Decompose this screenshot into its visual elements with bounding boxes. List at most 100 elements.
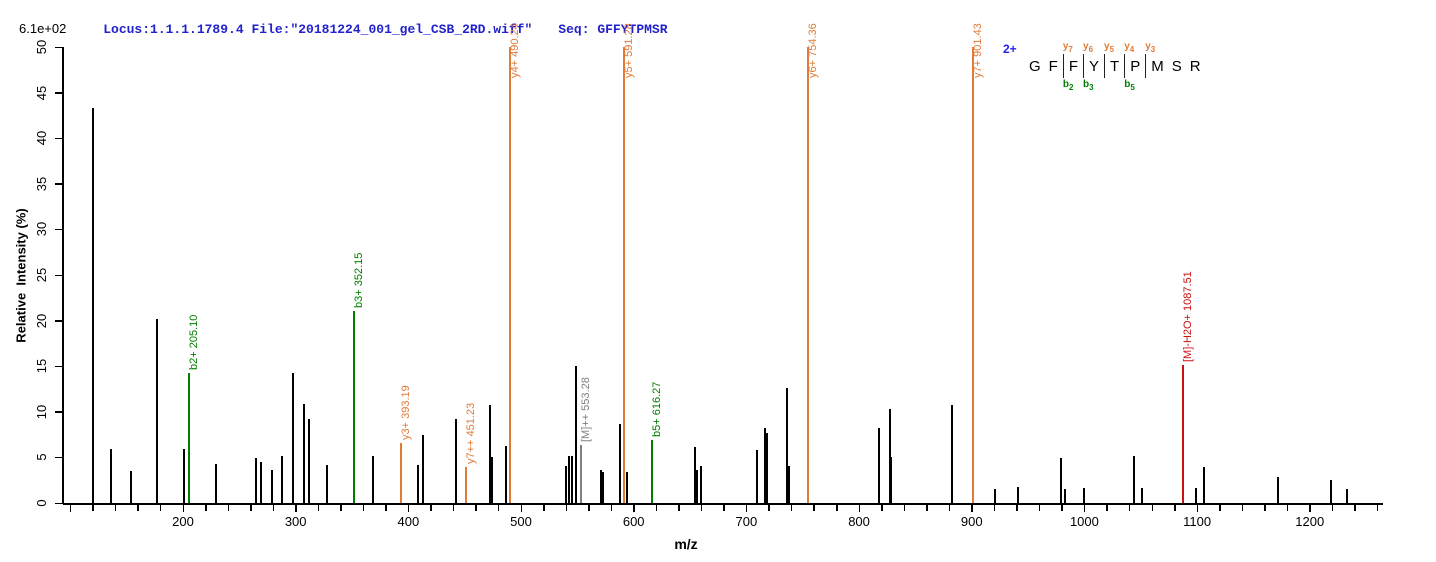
x-axis-tick-label: 200 — [172, 514, 194, 529]
x-axis-minor-tick — [1354, 504, 1356, 511]
x-axis-major-tick — [633, 504, 635, 512]
ion-peak-label: [M]-H2O+ 1087.51 — [1182, 271, 1194, 363]
x-axis-minor-tick — [227, 504, 230, 511]
peak-line — [601, 471, 604, 503]
residue-letter: R — [1189, 57, 1201, 75]
peak-line — [254, 458, 257, 503]
peak-line — [271, 470, 273, 503]
y-axis-tick — [55, 456, 63, 459]
x-axis-minor-tick — [362, 504, 365, 511]
peak-line — [259, 461, 262, 503]
x-axis-minor-tick — [1219, 504, 1221, 511]
peak-line — [1063, 489, 1066, 503]
residue-letter: F — [1048, 57, 1058, 75]
x-axis-tick-label: 400 — [397, 514, 420, 529]
peak-line — [371, 456, 374, 503]
ion-peak-line — [399, 442, 402, 503]
x-axis-minor-tick — [836, 504, 838, 511]
y-axis-tick — [55, 274, 63, 276]
x-axis-minor-tick — [543, 504, 545, 511]
peak-line — [568, 456, 571, 503]
ion-peak-line — [187, 373, 190, 503]
peak-line — [1194, 488, 1197, 503]
x-axis-minor-tick — [1061, 504, 1063, 511]
x-axis-minor-tick — [903, 504, 906, 511]
x-axis-minor-tick — [655, 504, 658, 511]
x-axis-minor-tick — [881, 504, 883, 511]
x-axis-major-tick — [407, 504, 410, 512]
x-axis-minor-tick — [385, 504, 387, 511]
x-axis-major-tick — [858, 504, 861, 512]
spectrum-header: Locus:1.1.1.1789.4 File:"20181224_001_ge… — [72, 7, 668, 52]
y-ion-mark-label: y3 — [1145, 41, 1156, 54]
x-axis-tick-label: 1100 — [1183, 514, 1212, 529]
ion-peak-line — [509, 47, 512, 503]
ion-peak-label: y4+ 490.24 — [509, 23, 522, 78]
peak-line — [619, 423, 622, 503]
y-axis-tick-label: 20 — [34, 313, 49, 328]
peak-line — [130, 471, 133, 503]
x-axis-title: m/z — [674, 536, 698, 552]
peak-line — [877, 428, 880, 503]
residue-letter: T — [1110, 57, 1120, 75]
x-axis-minor-tick — [678, 504, 680, 511]
y-axis-tick — [55, 411, 63, 413]
ion-peak-label: b2+ 205.10 — [187, 315, 200, 371]
peak-line — [599, 470, 602, 503]
ion-peak-line — [353, 310, 356, 503]
y-axis-tick-label: 45 — [34, 85, 49, 100]
ion-peak-line — [1182, 365, 1184, 503]
y-axis-tick-label: 40 — [34, 130, 49, 146]
y-axis-tick — [55, 183, 63, 185]
x-axis-major-tick — [182, 504, 184, 512]
cleavage-mark: y5 — [1104, 41, 1114, 78]
peak-line — [625, 471, 628, 503]
x-axis-major-tick — [971, 504, 973, 512]
x-axis-minor-tick — [92, 504, 94, 511]
ion-peak-line — [580, 444, 583, 503]
cleavage-mark: y3 — [1145, 41, 1155, 78]
ion-peak-line — [651, 440, 654, 503]
y-axis-tick-label: 15 — [34, 358, 49, 374]
peak-line — [765, 432, 768, 503]
ion-peak-line — [622, 47, 625, 503]
ion-peak-label: y5+ 591.28 — [622, 23, 635, 78]
residue-letter: S — [1171, 57, 1182, 75]
peak-line — [491, 457, 494, 503]
ion-peak-label: b5+ 616.27 — [651, 381, 664, 438]
peak-line — [280, 456, 283, 503]
x-axis-major-tick — [520, 504, 523, 512]
x-axis-major-tick — [1309, 504, 1311, 512]
y-axis-tick-label: 30 — [34, 222, 49, 237]
x-axis-tick-label: 600 — [622, 514, 645, 529]
peak-line — [1082, 488, 1085, 503]
x-axis-minor-tick — [768, 504, 770, 511]
y-ion-mark-label: y5 — [1104, 41, 1115, 54]
peak-line — [1140, 488, 1143, 503]
x-axis-tick-label: 1200 — [1295, 514, 1325, 529]
x-axis-minor-tick — [1151, 504, 1153, 511]
x-axis-minor-tick — [993, 504, 996, 511]
peak-line — [564, 465, 567, 503]
x-axis-minor-tick — [1286, 504, 1289, 511]
peak-line — [417, 464, 420, 503]
peak-line — [291, 372, 294, 503]
x-axis-minor-tick — [1106, 504, 1108, 511]
residue-letter: P — [1130, 57, 1141, 75]
ion-peak-label: y6+ 754.36 — [806, 23, 819, 78]
peak-line — [787, 465, 790, 503]
peak-line — [215, 463, 218, 503]
peak-line — [1017, 486, 1020, 503]
peak-line — [156, 318, 159, 503]
x-axis-minor-tick — [159, 504, 162, 511]
seq-value: GFFYTPMSR — [597, 22, 668, 37]
y-axis-tick — [55, 137, 63, 140]
cleavage-mark: y7 b2 — [1062, 41, 1073, 92]
x-axis-minor-tick — [610, 504, 613, 511]
peak-line — [326, 464, 328, 503]
locus-file-text: Locus:1.1.1.1789.4 File:"20181224_001_ge… — [103, 22, 533, 37]
peak-line — [1277, 476, 1280, 503]
x-axis-tick-label: 300 — [284, 514, 307, 529]
x-axis-tick-label: 800 — [848, 514, 870, 529]
